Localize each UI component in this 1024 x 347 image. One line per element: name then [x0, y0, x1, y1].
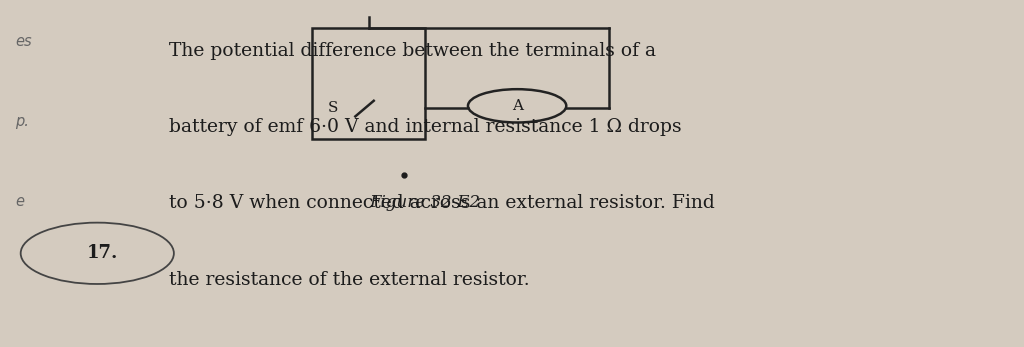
Text: es: es [15, 34, 32, 49]
Text: e: e [15, 194, 25, 209]
Text: p.: p. [15, 114, 30, 129]
Text: The potential difference between the terminals of a: The potential difference between the ter… [169, 42, 656, 60]
Text: Figure 32-E2: Figure 32-E2 [370, 194, 480, 211]
Text: to 5·8 V when connected across an external resistor. Find: to 5·8 V when connected across an extern… [169, 194, 715, 212]
Text: A: A [512, 99, 522, 113]
Text: battery of emf 6·0 V and internal resistance 1 Ω drops: battery of emf 6·0 V and internal resist… [169, 118, 682, 136]
Text: the resistance of the external resistor.: the resistance of the external resistor. [169, 271, 529, 289]
Text: S: S [328, 101, 338, 115]
Text: 17.: 17. [87, 244, 118, 262]
